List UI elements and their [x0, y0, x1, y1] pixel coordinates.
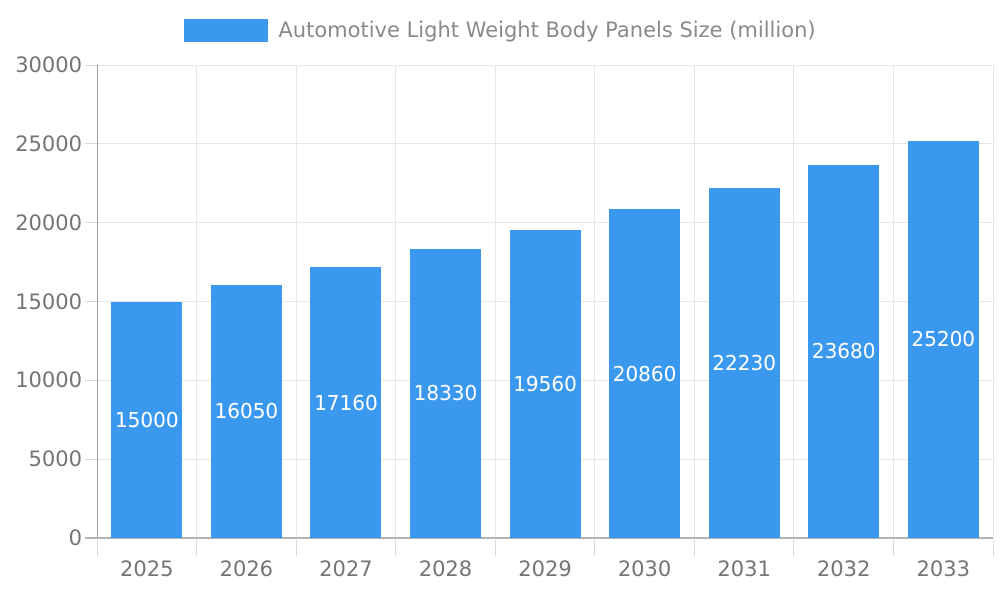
y-axis-tick — [85, 458, 97, 460]
y-axis-line — [96, 65, 98, 538]
x-axis-tick-label: 2025 — [120, 557, 174, 581]
x-axis-tick-label: 2027 — [319, 557, 373, 581]
y-axis-tick — [85, 64, 97, 66]
x-axis-tick — [295, 540, 297, 556]
x-axis-tick — [96, 540, 98, 556]
x-axis-tick-label: 2030 — [617, 557, 672, 581]
gridline-vertical — [793, 65, 795, 538]
bar — [609, 209, 681, 538]
bar — [409, 248, 481, 538]
x-axis-line — [85, 537, 993, 539]
x-axis-tick — [793, 540, 795, 556]
gridline-vertical — [892, 65, 894, 538]
bar — [509, 229, 581, 538]
gridline-horizontal — [97, 143, 993, 145]
x-axis-tick-label: 2031 — [717, 557, 771, 581]
bar-value-label: 16050 — [214, 399, 279, 424]
y-axis-tick — [85, 143, 97, 145]
bar — [808, 164, 880, 538]
bar-value-label: 25200 — [911, 327, 976, 352]
bar-value-label: 19560 — [513, 371, 577, 396]
gridline-vertical — [196, 65, 198, 538]
x-axis-tick — [395, 540, 397, 556]
bar-value-label: 18330 — [413, 381, 478, 406]
bar-value-label: 23680 — [811, 339, 876, 364]
y-axis-tick — [85, 379, 97, 381]
bar — [111, 301, 183, 538]
y-axis-tick — [85, 222, 97, 224]
gridline-vertical — [992, 65, 994, 538]
x-axis-tick — [992, 540, 994, 556]
y-axis-tick-label: 25000 — [15, 131, 82, 156]
legend-swatch — [184, 19, 269, 42]
bar — [907, 140, 979, 538]
y-axis-tick-label: 15000 — [15, 289, 82, 314]
y-axis-tick-label: 0 — [68, 526, 82, 550]
y-axis-tick-label: 5000 — [28, 447, 82, 472]
gridline-vertical — [295, 65, 297, 538]
x-axis-tick-label: 2032 — [816, 557, 871, 581]
chart-legend[interactable]: Automotive Light Weight Body Panels Size… — [0, 19, 1000, 42]
x-axis-tick-label: 2026 — [219, 557, 274, 581]
bar-value-label: 20860 — [612, 361, 677, 386]
bar-value-label: 15000 — [114, 407, 179, 432]
x-axis-tick-label: 2029 — [518, 557, 572, 581]
gridline-vertical — [395, 65, 397, 538]
x-axis-tick-label: 2028 — [418, 557, 473, 581]
x-axis-tick — [494, 540, 496, 556]
bar — [310, 267, 382, 538]
gridline-vertical — [594, 65, 596, 538]
y-axis-tick-label: 30000 — [15, 53, 82, 77]
x-axis-tick — [594, 540, 596, 556]
y-axis-tick-label: 10000 — [15, 368, 82, 393]
x-axis-tick — [693, 540, 695, 556]
x-axis-tick — [196, 540, 198, 556]
gridline-horizontal — [97, 64, 993, 66]
bar — [708, 187, 780, 538]
bar-value-label: 17160 — [314, 390, 378, 415]
x-axis-tick-label: 2033 — [916, 557, 970, 581]
gridline-vertical — [693, 65, 695, 538]
bar-value-label: 22230 — [712, 350, 776, 375]
gridline-horizontal — [97, 222, 993, 224]
gridline-vertical — [494, 65, 496, 538]
y-axis-tick — [85, 301, 97, 302]
legend-label: Automotive Light Weight Body Panels Size… — [278, 18, 816, 42]
bar — [210, 284, 282, 538]
y-axis-tick-label: 20000 — [15, 210, 82, 235]
x-axis-tick — [892, 540, 894, 556]
